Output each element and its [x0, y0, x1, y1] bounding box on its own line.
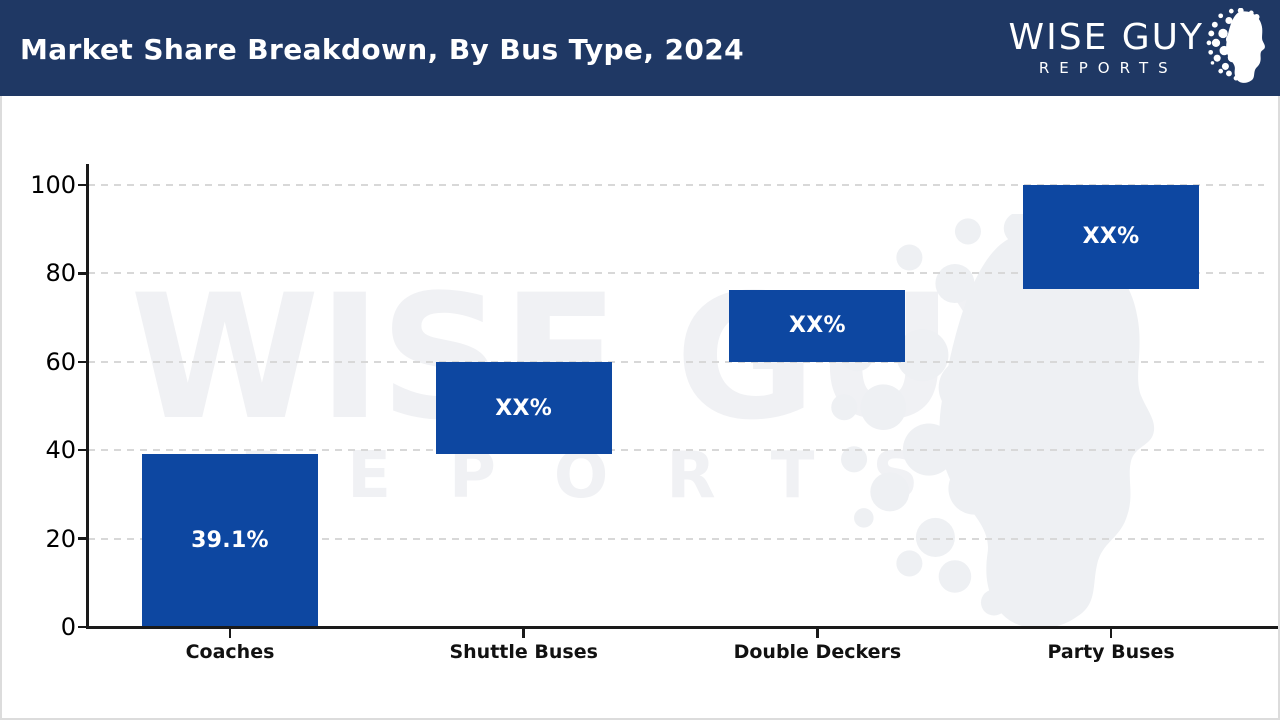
y-tick-mark — [78, 625, 87, 629]
y-gridline — [88, 360, 1264, 363]
logo-face-icon — [1206, 8, 1265, 83]
x-tick-mark — [522, 629, 525, 638]
bar-value-label: XX% — [788, 313, 846, 339]
logo-wordmark-line2: REPORTS — [1038, 59, 1178, 77]
bar-value-label: XX% — [1082, 224, 1140, 250]
page-title: Market Share Breakdown, By Bus Type, 202… — [20, 33, 745, 66]
y-tick-mark — [78, 272, 87, 275]
x-category-label: Party Buses — [1047, 641, 1175, 663]
y-tick-mark — [78, 360, 87, 364]
x-axis-line — [86, 626, 1278, 629]
brand-logo: WISE GUY REPORTS — [1009, 8, 1267, 86]
x-tick-mark — [816, 629, 819, 638]
x-category-label: Shuttle Buses — [449, 641, 598, 663]
y-tick-label: 100 — [30, 171, 76, 199]
bar-value-label: 39.1% — [191, 528, 269, 554]
logo-wordmark: WISE GUY REPORTS — [1008, 17, 1205, 78]
x-category-label: Coaches — [185, 641, 275, 663]
x-category-label: Double Deckers — [733, 641, 902, 663]
y-gridline — [88, 449, 1264, 452]
bar-value-label: XX% — [495, 395, 553, 421]
y-tick-mark — [78, 537, 87, 540]
bar-segment-coaches: 39.1% — [142, 454, 318, 627]
x-tick-mark — [228, 629, 232, 638]
y-tick-label: 60 — [45, 347, 76, 376]
y-tick-label: 40 — [45, 436, 76, 465]
y-tick-mark — [78, 183, 87, 187]
header-bar: Market Share Breakdown, By Bus Type, 202… — [0, 0, 1280, 96]
bar-segment-shuttle-buses: XX% — [435, 362, 612, 455]
y-gridline — [88, 184, 1264, 186]
y-tick-label: 20 — [45, 524, 76, 553]
x-tick-mark — [1109, 629, 1113, 638]
bar-segment-party-buses: XX% — [1023, 185, 1200, 289]
y-gridline — [88, 272, 1264, 275]
y-tick-mark — [78, 448, 87, 452]
y-tick-label: 0 — [60, 613, 76, 641]
y-gridline — [88, 537, 1264, 540]
y-tick-label: 80 — [45, 259, 76, 288]
logo-wordmark-line1: WISE GUY — [1008, 17, 1204, 58]
bar-segment-double-deckers: XX% — [729, 289, 906, 362]
y-axis-line — [86, 164, 89, 628]
